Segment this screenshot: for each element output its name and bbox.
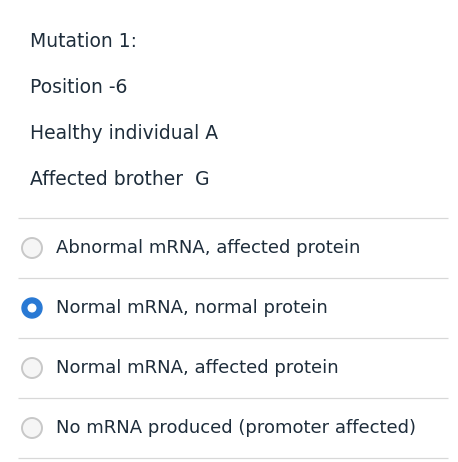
Text: Affected brother  G: Affected brother G [30, 170, 210, 189]
Circle shape [22, 298, 42, 318]
Text: No mRNA produced (promoter affected): No mRNA produced (promoter affected) [56, 419, 416, 437]
Circle shape [22, 358, 42, 378]
Circle shape [28, 304, 36, 312]
Circle shape [22, 418, 42, 438]
Text: Healthy individual A: Healthy individual A [30, 124, 218, 143]
Circle shape [22, 238, 42, 258]
Text: Normal mRNA, affected protein: Normal mRNA, affected protein [56, 359, 338, 377]
Text: Normal mRNA, normal protein: Normal mRNA, normal protein [56, 299, 328, 317]
Text: Mutation 1:: Mutation 1: [30, 32, 137, 51]
Text: Position -6: Position -6 [30, 78, 127, 97]
Text: Abnormal mRNA, affected protein: Abnormal mRNA, affected protein [56, 239, 360, 257]
